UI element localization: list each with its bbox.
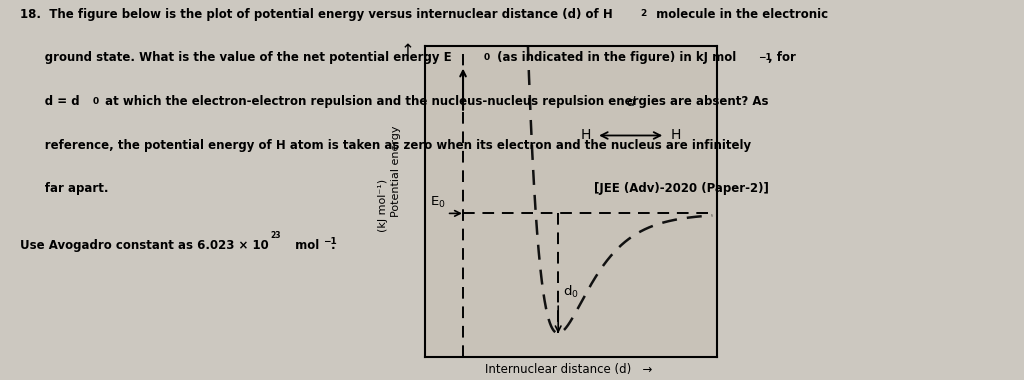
Text: at which the electron-electron repulsion and the nucleus-nucleus repulsion energ: at which the electron-electron repulsion… bbox=[101, 95, 769, 108]
Text: ground state. What is the value of the net potential energy E: ground state. What is the value of the n… bbox=[20, 51, 453, 64]
Text: −1: −1 bbox=[323, 237, 336, 246]
Text: d: d bbox=[627, 95, 635, 109]
Text: , for: , for bbox=[768, 51, 796, 64]
Text: (kJ mol⁻¹): (kJ mol⁻¹) bbox=[378, 179, 388, 232]
Text: mol: mol bbox=[291, 239, 319, 252]
Text: H: H bbox=[671, 128, 681, 142]
Text: 18.  The figure below is the plot of potential energy versus internuclear distan: 18. The figure below is the plot of pote… bbox=[20, 8, 613, 21]
Text: Internuclear distance (d)   →: Internuclear distance (d) → bbox=[484, 363, 652, 376]
Text: (as indicated in the figure) in kJ mol: (as indicated in the figure) in kJ mol bbox=[493, 51, 736, 64]
Text: d$_0$: d$_0$ bbox=[563, 284, 579, 300]
Text: 23: 23 bbox=[270, 231, 281, 240]
Text: E$_0$: E$_0$ bbox=[430, 195, 445, 211]
Text: Potential energy: Potential energy bbox=[391, 125, 401, 217]
Text: −1: −1 bbox=[758, 53, 771, 62]
Text: d = d: d = d bbox=[20, 95, 80, 108]
Text: ↑: ↑ bbox=[400, 42, 415, 60]
Text: [JEE (Adv)-2020 (Paper-2)]: [JEE (Adv)-2020 (Paper-2)] bbox=[594, 182, 769, 195]
Text: .: . bbox=[331, 239, 336, 252]
Text: reference, the potential energy of H atom is taken as zero when its electron and: reference, the potential energy of H ato… bbox=[20, 139, 752, 152]
Text: H: H bbox=[581, 128, 591, 142]
Text: Use Avogadro constant as 6.023 × 10: Use Avogadro constant as 6.023 × 10 bbox=[20, 239, 269, 252]
Text: 0: 0 bbox=[92, 97, 98, 106]
Text: 2: 2 bbox=[640, 10, 646, 19]
Text: molecule in the electronic: molecule in the electronic bbox=[652, 8, 828, 21]
Text: far apart.: far apart. bbox=[20, 182, 109, 195]
Text: 0: 0 bbox=[483, 53, 489, 62]
